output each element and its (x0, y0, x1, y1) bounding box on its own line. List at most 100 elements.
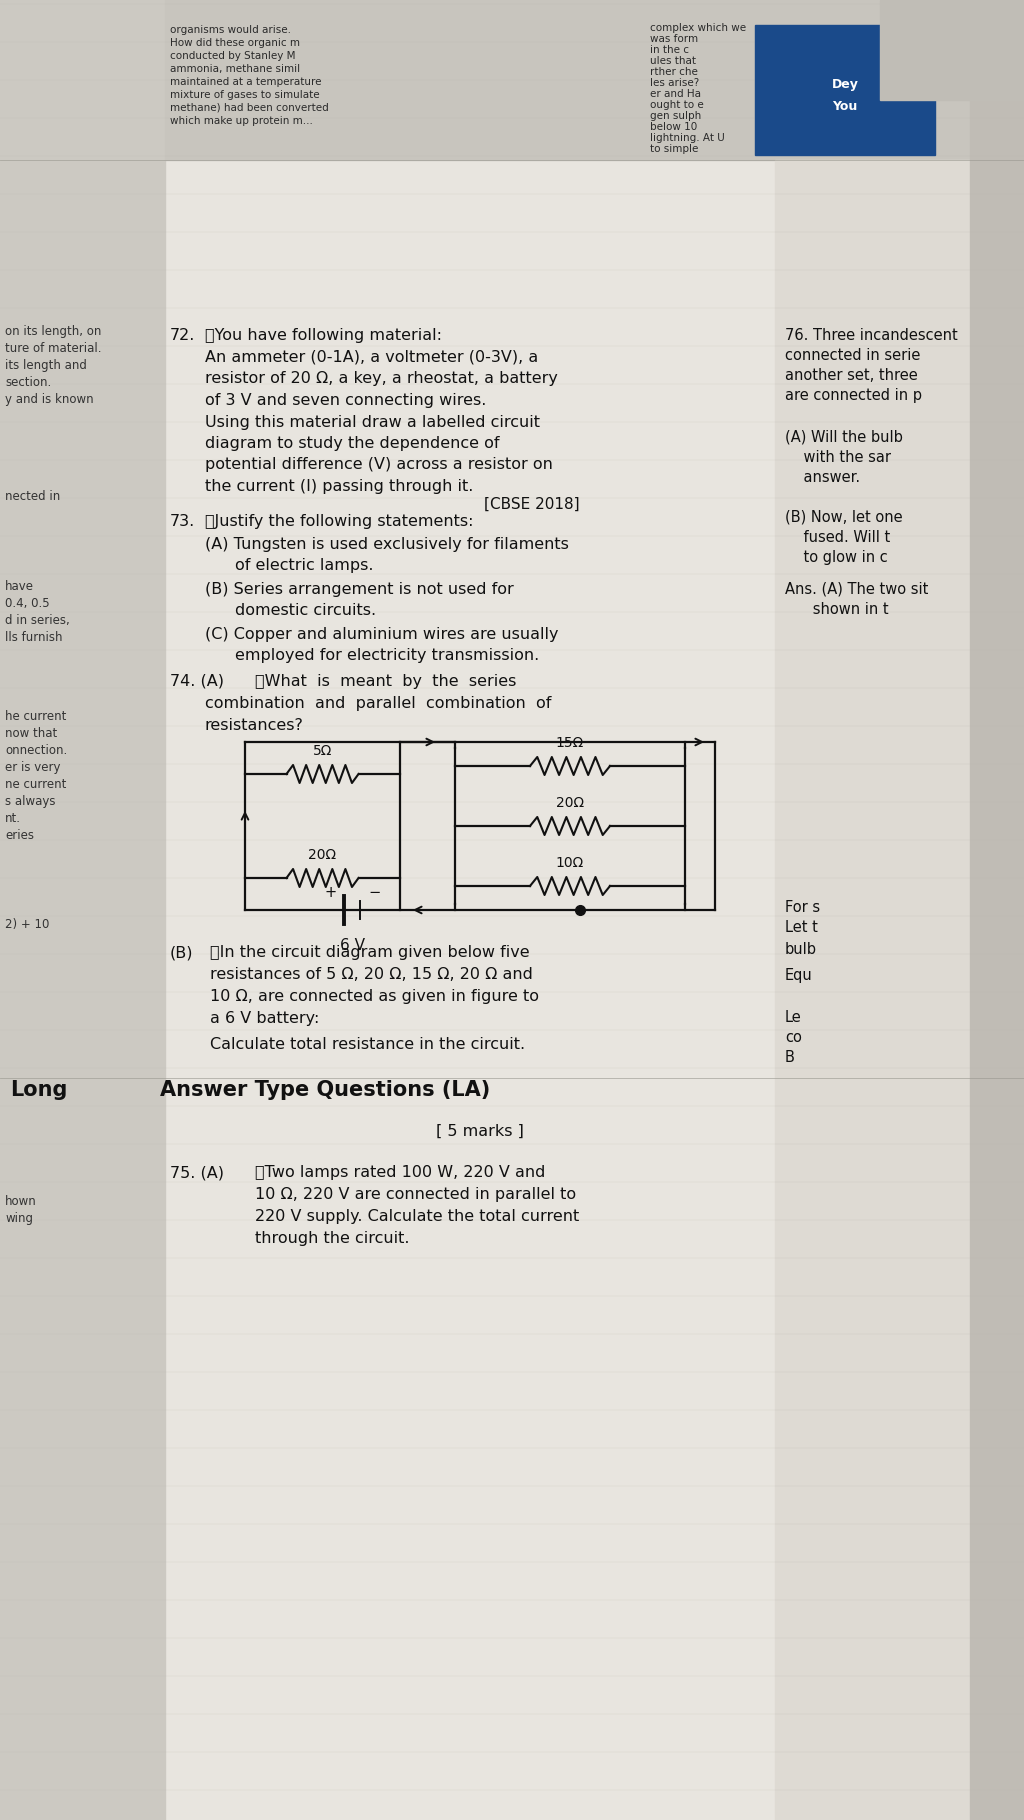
Text: the current (I) passing through it.: the current (I) passing through it. (205, 479, 473, 493)
Text: 20Ω: 20Ω (556, 795, 584, 810)
Text: d in series,: d in series, (5, 613, 70, 628)
Text: Le: Le (785, 1010, 802, 1025)
Text: diagram to study the dependence of: diagram to study the dependence of (205, 437, 500, 451)
Text: +: + (324, 885, 336, 901)
Text: (A) Tungsten is used exclusively for filaments: (A) Tungsten is used exclusively for fil… (205, 537, 569, 551)
Bar (970, 0, 1024, 1820)
Text: fused. Will t: fused. Will t (785, 530, 890, 544)
Text: B: B (785, 1050, 795, 1065)
Text: on its length, on: on its length, on (5, 326, 101, 339)
Bar (880, 0, 1024, 100)
Text: with the sar: with the sar (785, 450, 891, 464)
Text: rther che: rther che (650, 67, 698, 76)
Text: wing: wing (5, 1212, 33, 1225)
Text: er and Ha: er and Ha (650, 89, 701, 98)
Text: 76. Three incandescent: 76. Three incandescent (785, 328, 957, 342)
Text: ammonia, methane simil: ammonia, methane simil (170, 64, 300, 75)
Text: ought to e: ought to e (650, 100, 703, 109)
Text: methane) had been converted: methane) had been converted (170, 104, 329, 113)
Text: co: co (785, 1030, 802, 1045)
Text: Long: Long (10, 1079, 68, 1099)
Text: ⓂWhat  is  meant  by  the  series: ⓂWhat is meant by the series (255, 673, 516, 690)
Text: are connected in p: are connected in p (785, 388, 922, 402)
Text: (B) Series arrangement is not used for: (B) Series arrangement is not used for (205, 582, 514, 597)
Text: was form: was form (650, 35, 698, 44)
Text: shown in t: shown in t (785, 602, 889, 617)
Text: (A) Will the bulb: (A) Will the bulb (785, 430, 903, 446)
Text: employed for electricity transmission.: employed for electricity transmission. (234, 648, 540, 662)
Text: bulb: bulb (785, 943, 817, 957)
Text: 75. (A): 75. (A) (170, 1165, 224, 1179)
Bar (755, 25, 935, 155)
Text: which make up protein m...: which make up protein m... (170, 116, 313, 126)
Text: les arise?: les arise? (650, 78, 699, 87)
Text: potential difference (V) across a resistor on: potential difference (V) across a resist… (205, 457, 553, 473)
Text: now that: now that (5, 726, 57, 741)
Text: a 6 V battery:: a 6 V battery: (210, 1010, 319, 1026)
Text: ⓂTwo lamps rated 100 W, 220 V and: ⓂTwo lamps rated 100 W, 220 V and (255, 1165, 546, 1179)
Text: −: − (368, 885, 380, 901)
Text: hown: hown (5, 1196, 37, 1208)
Text: gen sulph: gen sulph (650, 111, 701, 120)
Text: domestic circuits.: domestic circuits. (234, 602, 376, 619)
Text: 10 Ω, 220 V are connected in parallel to: 10 Ω, 220 V are connected in parallel to (255, 1187, 577, 1201)
Text: [ 5 marks ]: [ 5 marks ] (436, 1125, 524, 1139)
Text: to simple: to simple (650, 144, 698, 155)
Text: to glow in c: to glow in c (785, 550, 888, 564)
Text: 6 V: 6 V (340, 937, 365, 954)
Text: maintained at a temperature: maintained at a temperature (170, 76, 322, 87)
Text: 72.: 72. (170, 328, 196, 342)
Bar (775, 160, 1024, 1820)
Text: 220 V supply. Calculate the total current: 220 V supply. Calculate the total curren… (255, 1208, 580, 1225)
Text: 20Ω: 20Ω (308, 848, 337, 863)
Text: er is very: er is very (5, 761, 60, 774)
Text: another set, three: another set, three (785, 368, 918, 382)
Text: have: have (5, 581, 34, 593)
Text: Using this material draw a labelled circuit: Using this material draw a labelled circ… (205, 415, 540, 430)
Text: its length and: its length and (5, 359, 87, 371)
Text: s always: s always (5, 795, 55, 808)
Text: resistances?: resistances? (205, 719, 304, 733)
Text: eries: eries (5, 828, 34, 843)
Text: nected in: nected in (5, 490, 60, 502)
Text: ⓂJustify the following statements:: ⓂJustify the following statements: (205, 513, 473, 530)
Text: through the circuit.: through the circuit. (255, 1230, 410, 1247)
Text: 10 Ω, are connected as given in figure to: 10 Ω, are connected as given in figure t… (210, 988, 539, 1005)
Text: resistor of 20 Ω, a key, a rheostat, a battery: resistor of 20 Ω, a key, a rheostat, a b… (205, 371, 558, 386)
Text: lightning. At U: lightning. At U (650, 133, 725, 144)
Text: answer.: answer. (785, 470, 860, 484)
Text: [CBSE 2018]: [CBSE 2018] (484, 497, 580, 511)
Text: You: You (833, 100, 858, 113)
Text: 15Ω: 15Ω (556, 735, 584, 750)
Text: 5Ω: 5Ω (312, 744, 332, 757)
Text: Equ: Equ (785, 968, 813, 983)
Text: he current: he current (5, 710, 67, 723)
Text: How did these organic m: How did these organic m (170, 38, 300, 47)
Text: 73.: 73. (170, 513, 196, 530)
Text: An ammeter (0-1A), a voltmeter (0-3V), a: An ammeter (0-1A), a voltmeter (0-3V), a (205, 349, 539, 366)
Bar (0, 0, 165, 1820)
Text: Dey: Dey (831, 78, 858, 91)
Text: in the c: in the c (650, 46, 689, 55)
Text: ules that: ules that (650, 56, 696, 66)
Bar (165, 0, 1024, 160)
Text: (B): (B) (170, 945, 194, 959)
Text: (C) Copper and aluminium wires are usually: (C) Copper and aluminium wires are usual… (205, 628, 558, 642)
Text: Ans. (A) The two sit: Ans. (A) The two sit (785, 582, 929, 597)
Text: Let t: Let t (785, 919, 818, 935)
Text: Calculate total resistance in the circuit.: Calculate total resistance in the circui… (210, 1037, 525, 1052)
Text: resistances of 5 Ω, 20 Ω, 15 Ω, 20 Ω and: resistances of 5 Ω, 20 Ω, 15 Ω, 20 Ω and (210, 966, 532, 983)
Text: mixture of gases to simulate: mixture of gases to simulate (170, 89, 319, 100)
Text: ⓂIn the circuit diagram given below five: ⓂIn the circuit diagram given below five (210, 945, 529, 959)
Text: 10Ω: 10Ω (556, 855, 584, 870)
Text: Answer Type Questions (LA): Answer Type Questions (LA) (160, 1079, 490, 1099)
Text: ⓂYou have following material:: ⓂYou have following material: (205, 328, 442, 342)
Text: 74. (A): 74. (A) (170, 673, 224, 690)
Text: conducted by Stanley M: conducted by Stanley M (170, 51, 296, 62)
Text: ne current: ne current (5, 777, 67, 792)
Text: 0.4, 0.5: 0.4, 0.5 (5, 597, 49, 610)
Text: of electric lamps.: of electric lamps. (234, 559, 374, 573)
Text: (B) Now, let one: (B) Now, let one (785, 510, 902, 524)
Text: complex which we: complex which we (650, 24, 746, 33)
Text: below 10: below 10 (650, 122, 697, 133)
